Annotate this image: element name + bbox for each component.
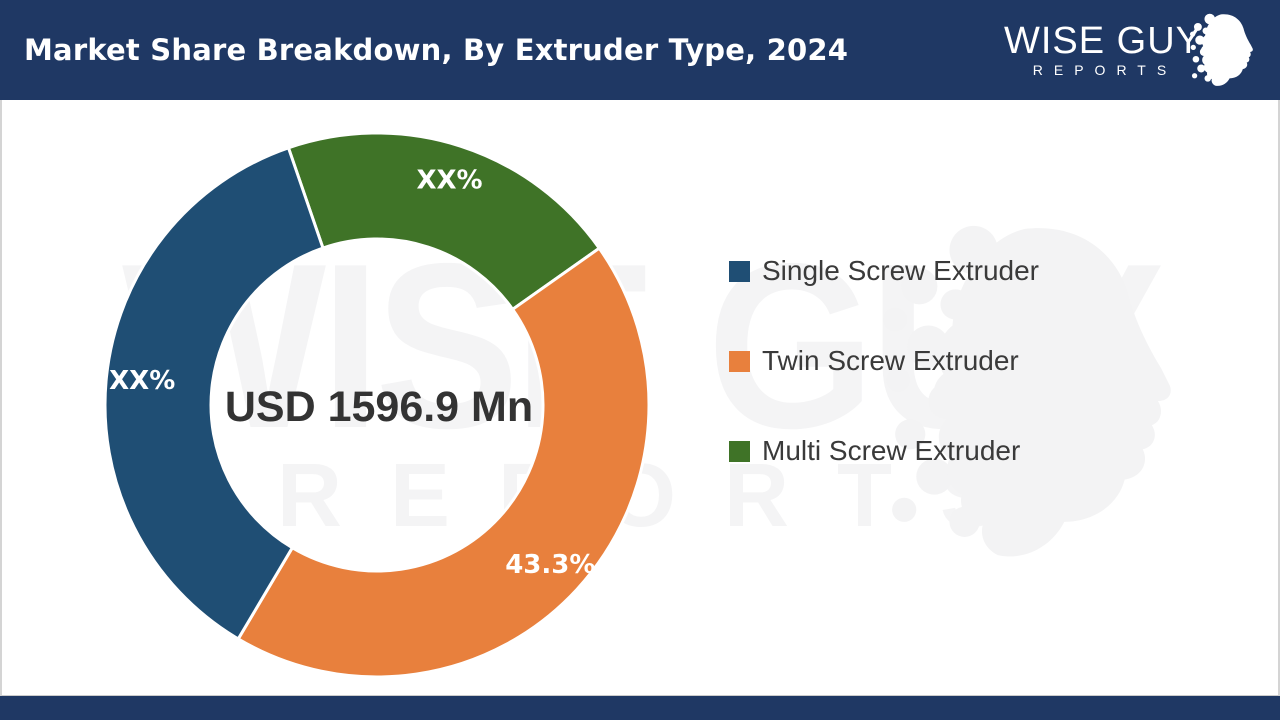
legend-label-multi-screw-extruder: Multi Screw Extruder xyxy=(762,435,1021,466)
brand-logo: WISE GUY REPORTS xyxy=(1004,10,1254,90)
slice-twin-screw-extruder xyxy=(236,246,651,679)
slice-label-twin-screw-extruder: 43.3% xyxy=(505,550,595,580)
slice-single-screw-extruder xyxy=(103,145,325,641)
brand-subtitle: REPORTS xyxy=(1032,62,1178,78)
header-bar: Market Share Breakdown, By Extruder Type… xyxy=(0,0,1280,100)
slice-multi-screw-extruder xyxy=(286,131,602,312)
legend-swatch-twin-screw-extruder xyxy=(729,350,750,372)
legend-swatch-multi-screw-extruder xyxy=(729,440,750,462)
footer-bar xyxy=(0,696,1280,720)
legend-item-twin-screw-extruder: Twin Screw Extruder xyxy=(729,345,1039,377)
donut-chart: XX% 43.3% XX% USD 1596.9 Mn xyxy=(103,131,651,679)
legend-label-single-screw-extruder: Single Screw Extruder xyxy=(762,255,1040,286)
legend-item-single-screw-extruder: Single Screw Extruder xyxy=(729,255,1039,287)
legend-label-twin-screw-extruder: Twin Screw Extruder xyxy=(762,345,1019,376)
legend-swatch-single-screw-extruder xyxy=(729,260,750,282)
page-title: Market Share Breakdown, By Extruder Type… xyxy=(24,33,849,67)
legend: Single Screw Extruder Twin Screw Extruder… xyxy=(729,255,1039,467)
slice-label-multi-screw-extruder: XX% xyxy=(416,165,482,195)
wiseguy-face-icon xyxy=(1189,13,1253,86)
chart-area: WISE GUY REPORTS XX%43.3%XX% USD 1596.9 … xyxy=(0,100,1280,696)
brand-name: WISE GUY xyxy=(1003,20,1202,62)
legend-item-multi-screw-extruder: Multi Screw Extruder xyxy=(729,435,1039,467)
donut-slices: XX% 43.3% XX% xyxy=(103,131,651,679)
slice-label-single-screw-extruder: XX% xyxy=(109,366,175,396)
center-value: USD 1596.9 Mn xyxy=(225,383,533,431)
